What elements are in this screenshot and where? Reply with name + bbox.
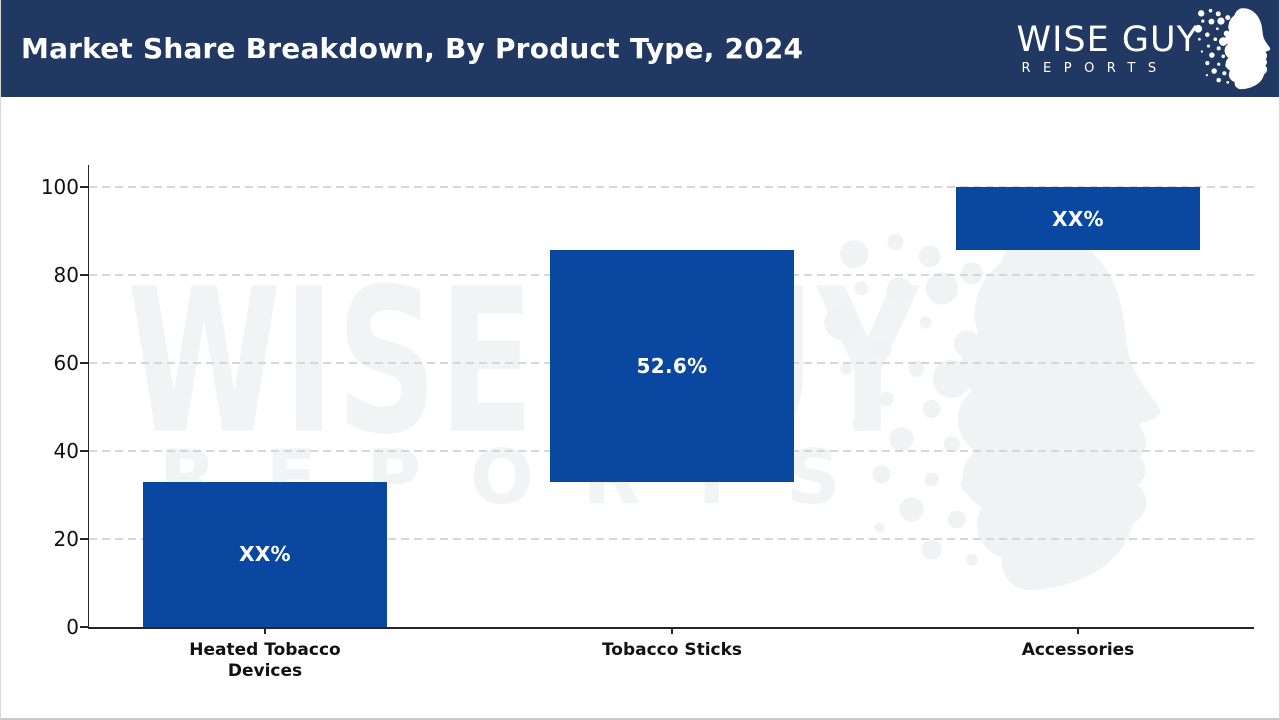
bar-heated-tobacco-devices: XX% [143, 481, 387, 627]
x-tick-2 [671, 627, 673, 634]
x-category-label-line: Heated Tobacco [189, 640, 341, 660]
x-tick-3 [1077, 627, 1079, 634]
brand-logo-text: WISE GUY REPORTS [1016, 19, 1199, 76]
y-tick-label-80: 80 [53, 263, 79, 287]
x-category-label: Accessories [1022, 640, 1135, 661]
brand-subtitle: REPORTS [1021, 60, 1169, 76]
x-category-label-line: Devices [227, 661, 303, 681]
x-category-label: Heated Tobacco Devices [189, 640, 340, 682]
watermark-face-icon [819, 226, 1171, 598]
x-category-label-line: Tobacco Sticks [601, 640, 743, 660]
bar-value-label: 52.6% [636, 354, 708, 379]
y-tick-100 [80, 186, 89, 188]
x-tick-1 [264, 627, 266, 634]
y-tick-label-100: 100 [40, 175, 79, 199]
page-title: Market Share Breakdown, By Product Type,… [21, 32, 804, 65]
x-category-label-line: Accessories [1021, 640, 1135, 660]
brand-name: WISE GUY [1016, 19, 1199, 60]
y-tick-label-40: 40 [53, 439, 79, 463]
brand-face-icon [1193, 7, 1273, 91]
bar-accessories: XX% [956, 187, 1200, 251]
x-axis-line [87, 627, 1254, 629]
y-tick-label-60: 60 [53, 351, 79, 375]
bar-tobacco-sticks: 52.6% [550, 250, 794, 482]
brand-logo: WISE GUY REPORTS [1016, 7, 1273, 91]
y-tick-80 [80, 274, 89, 276]
gridline-20 [89, 538, 1254, 540]
header-bar: Market Share Breakdown, By Product Type,… [1, 0, 1279, 97]
y-axis-line [87, 165, 90, 629]
bar-value-label: XX% [239, 542, 291, 567]
y-tick-label-20: 20 [53, 527, 79, 551]
x-category-label: Tobacco Sticks [602, 640, 742, 661]
bar-value-label: XX% [1052, 206, 1104, 231]
y-tick-40 [80, 450, 89, 452]
y-tick-label-0: 0 [66, 615, 79, 639]
y-tick-0 [80, 626, 89, 628]
gridline-100 [89, 186, 1254, 188]
y-tick-20 [80, 538, 89, 540]
y-tick-60 [80, 362, 89, 364]
